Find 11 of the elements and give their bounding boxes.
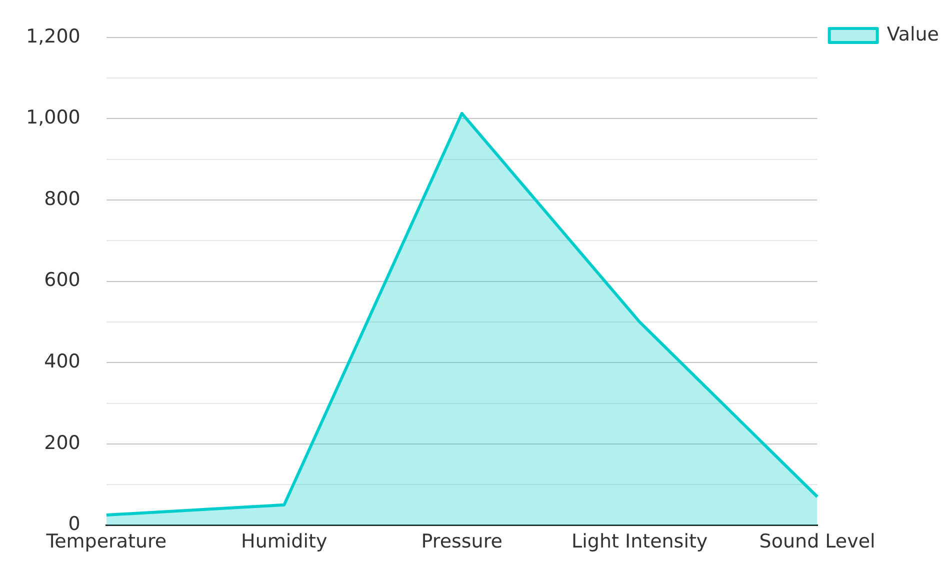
- x-tick-label: Humidity: [241, 530, 328, 553]
- y-tick-label: 400: [44, 350, 80, 373]
- y-tick-label: 1,200: [26, 25, 80, 48]
- y-tick-label: 600: [44, 269, 80, 292]
- x-tick-label: Pressure: [421, 530, 502, 553]
- x-tick-label: Sound Level: [759, 530, 876, 553]
- legend-label: Value: [886, 23, 940, 46]
- y-tick-label: 1,000: [26, 106, 80, 129]
- y-tick-label: 200: [44, 432, 80, 454]
- y-tick-label: 800: [44, 188, 80, 210]
- x-tick-label: Light Intensity: [572, 530, 708, 553]
